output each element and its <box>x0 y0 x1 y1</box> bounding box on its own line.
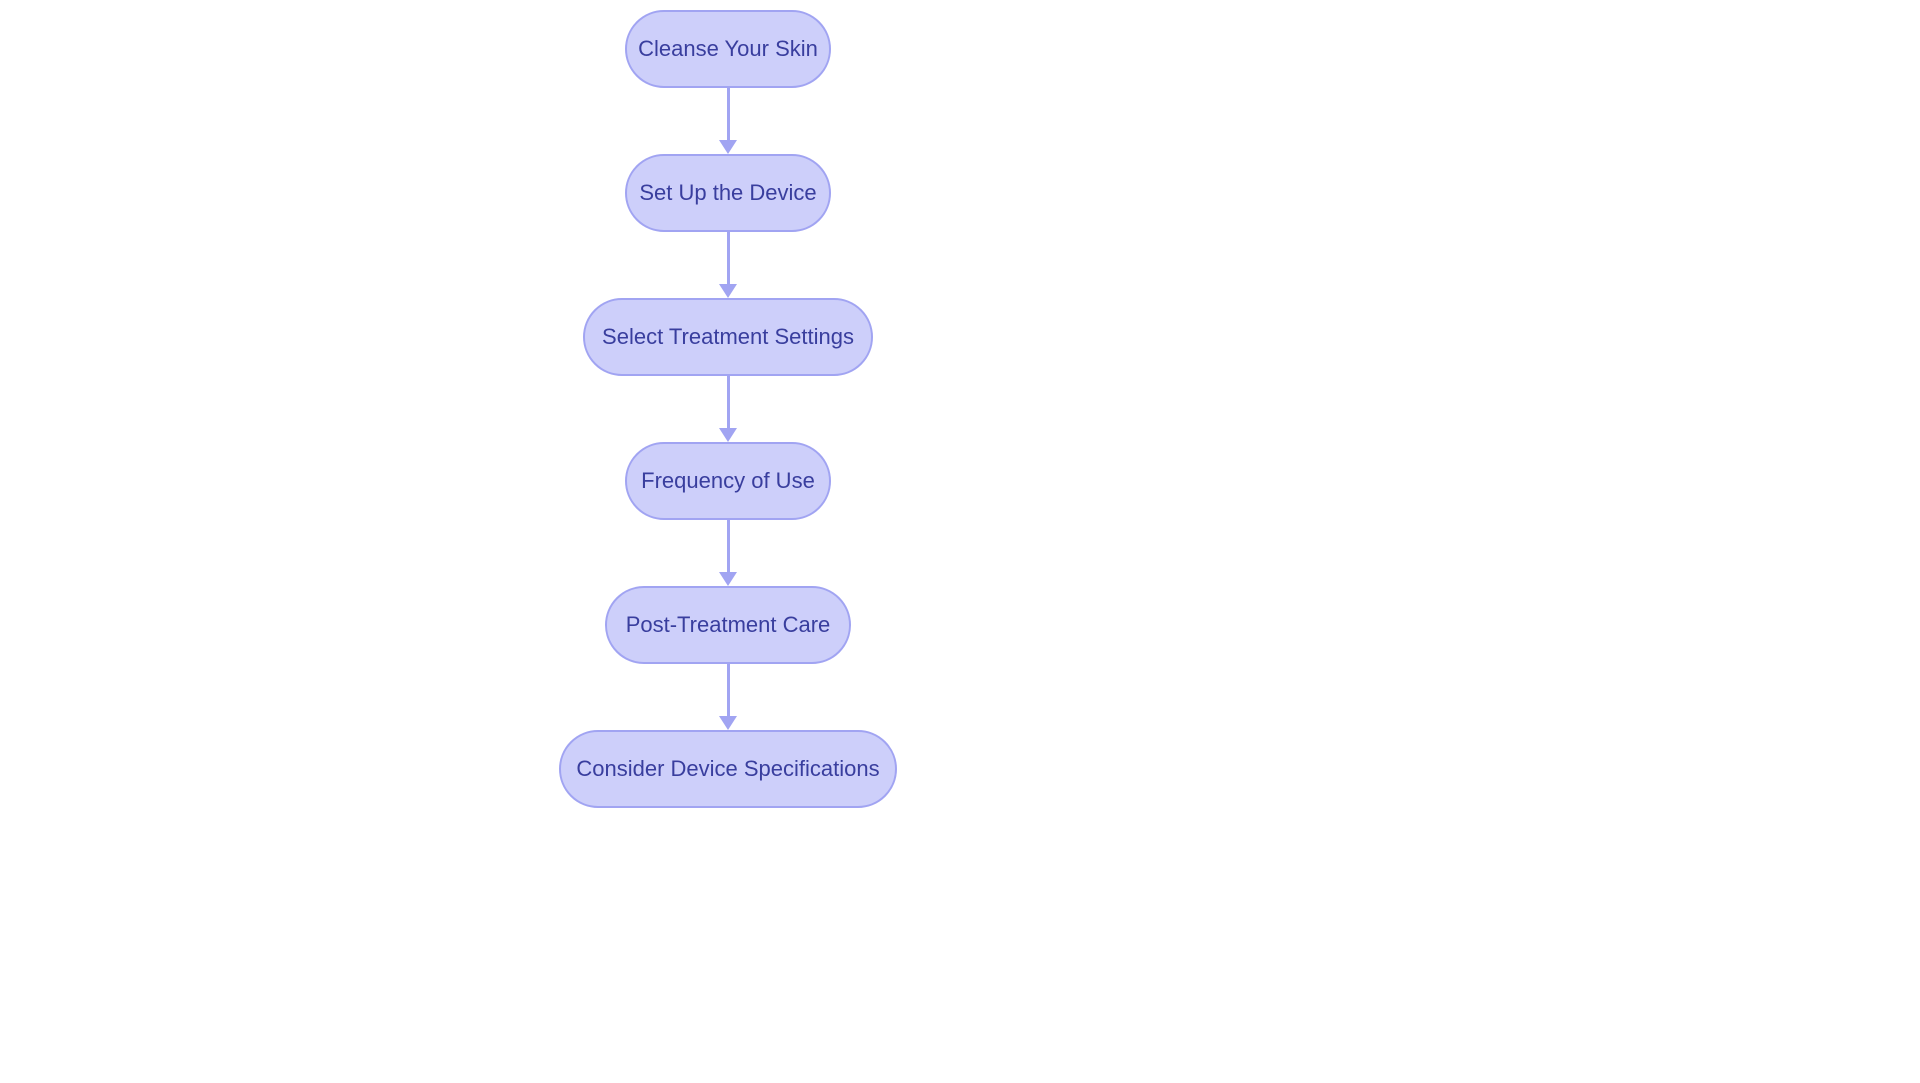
flowchart-arrowhead <box>719 572 737 586</box>
flowchart-edge <box>727 520 730 572</box>
flowchart-node: Cleanse Your Skin <box>625 10 831 88</box>
flowchart-edge <box>727 376 730 428</box>
flowchart-arrowhead <box>719 284 737 298</box>
flowchart-node: Consider Device Specifications <box>559 730 897 808</box>
flowchart-node-label: Cleanse Your Skin <box>638 36 818 62</box>
flowchart-node-label: Post-Treatment Care <box>626 612 831 638</box>
flowchart-node-label: Consider Device Specifications <box>576 756 879 782</box>
flowchart-node-label: Select Treatment Settings <box>602 324 854 350</box>
flowchart-node-label: Set Up the Device <box>639 180 816 206</box>
flowchart-node: Set Up the Device <box>625 154 831 232</box>
flowchart-canvas: Cleanse Your Skin Set Up the Device Select… <box>0 0 1920 1083</box>
flowchart-arrowhead <box>719 716 737 730</box>
flowchart-node: Post-Treatment Care <box>605 586 851 664</box>
flowchart-node: Frequency of Use <box>625 442 831 520</box>
flowchart-node-label: Frequency of Use <box>641 468 815 494</box>
flowchart-edge <box>727 88 730 140</box>
flowchart-arrowhead <box>719 428 737 442</box>
flowchart-arrowhead <box>719 140 737 154</box>
flowchart-edge <box>727 664 730 716</box>
flowchart-edge <box>727 232 730 284</box>
flowchart-node: Select Treatment Settings <box>583 298 873 376</box>
